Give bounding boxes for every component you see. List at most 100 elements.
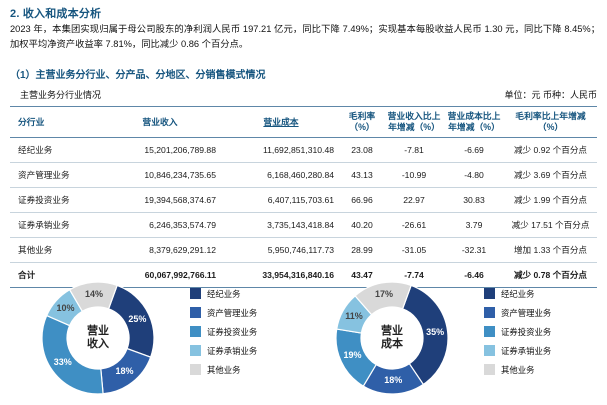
cell-cost-yoy: -6.69	[444, 137, 504, 163]
cell-cost-yoy: 3.79	[444, 212, 504, 238]
cell-gross-margin: 66.96	[340, 187, 384, 213]
legend-label: 资产管理业务	[501, 307, 552, 318]
cell-revenue: 10,846,234,735.65	[98, 162, 222, 188]
cell-revenue: 8,379,629,291.12	[98, 237, 222, 263]
col-header-margin-yoy: 毛利率比上年增减 （%）	[504, 106, 597, 138]
pie-slice	[68, 281, 118, 313]
cell-cost-yoy: -32.31	[444, 237, 504, 263]
cell-margin-yoy: 减少 0.92 个百分点	[504, 137, 597, 163]
col-header-revenue: 营业收入	[98, 106, 222, 138]
cell-industry: 经纪业务	[10, 137, 98, 163]
cell-revenue: 19,394,568,374.67	[98, 187, 222, 213]
cell-gross-margin: 43.47	[340, 262, 384, 288]
col-header-industry: 分行业	[10, 106, 98, 138]
cell-gross-margin: 28.99	[340, 237, 384, 263]
cell-cost: 3,735,143,418.84	[222, 212, 340, 238]
pie-slice-label: 18%	[384, 375, 403, 386]
revenue-cost-table: 分行业 营业收入 营业成本 毛利率 （%） 营业收入比上 年增减（%） 营业成本比上…	[10, 106, 597, 288]
legend-item: 其他业务	[190, 360, 257, 379]
cell-revenue: 15,201,206,789.88	[98, 137, 222, 163]
cell-industry: 证券投资业务	[10, 187, 98, 213]
cell-cost: 11,692,851,310.48	[222, 137, 340, 163]
legend-swatch-icon	[484, 345, 495, 356]
legend-item: 经纪业务	[484, 284, 551, 303]
cell-margin-yoy: 减少 1.99 个百分点	[504, 187, 597, 213]
page-title: 2. 收入和成本分析	[10, 8, 102, 20]
cell-industry: 其他业务	[10, 237, 98, 263]
legend-swatch-icon	[484, 326, 495, 337]
pie-slice-label: 33%	[53, 357, 72, 368]
legend-label: 证券投资业务	[207, 326, 258, 337]
legend-label: 证券承销业务	[501, 345, 552, 356]
cell-cost-yoy: 30.83	[444, 187, 504, 213]
cell-gross-margin: 23.08	[340, 137, 384, 163]
cell-margin-yoy: 减少 0.78 个百分点	[504, 262, 597, 288]
table-row: 证券承销业务 6,246,353,574.79 3,735,143,418.84…	[10, 212, 597, 238]
legend-swatch-icon	[190, 345, 201, 356]
legend-item: 证券承销业务	[190, 341, 257, 360]
cost-donut-svg	[335, 281, 449, 395]
pie-slice-label: 25%	[128, 313, 147, 324]
legend-label: 资产管理业务	[207, 307, 258, 318]
legend-swatch-icon	[190, 364, 201, 375]
cell-revenue: 60,067,992,766.11	[98, 262, 222, 288]
legend-swatch-icon	[484, 307, 495, 318]
table-row: 证券投资业务 19,394,568,374.67 6,407,115,703.6…	[10, 187, 597, 213]
cell-cost-yoy: -4.80	[444, 162, 504, 188]
legend-label: 经纪业务	[207, 288, 241, 299]
pie-slice-label: 17%	[374, 289, 393, 300]
cell-margin-yoy: 减少 17.51 个百分点	[504, 212, 597, 238]
legend-label: 其他业务	[501, 364, 535, 375]
cell-revenue-yoy: -26.61	[384, 212, 444, 238]
donut-center-line1: 营业	[87, 325, 109, 337]
legend-item: 资产管理业务	[190, 303, 257, 322]
cell-margin-yoy: 减少 3.69 个百分点	[504, 162, 597, 188]
cell-gross-margin: 40.20	[340, 212, 384, 238]
cell-cost-yoy: -6.46	[444, 262, 504, 288]
col-header-cost: 营业成本	[222, 106, 340, 138]
donut-center-line2: 成本	[381, 338, 403, 350]
legend-label: 证券承销业务	[207, 345, 258, 356]
cell-margin-yoy: 增加 1.33 个百分点	[504, 237, 597, 263]
legend-swatch-icon	[190, 288, 201, 299]
table-total-row: 合计 60,067,992,766.11 33,954,316,840.16 4…	[10, 262, 597, 288]
cell-cost: 6,168,460,280.84	[222, 162, 340, 188]
summary-paragraph: 2023 年，本集团实现归属于母公司股东的净利润人民币 197.21 亿元，同比…	[10, 24, 600, 49]
revenue-donut-svg	[41, 281, 155, 395]
legend-item: 经纪业务	[190, 284, 257, 303]
cost-donut-center-label: 营业 成本	[362, 308, 422, 368]
table-row: 经纪业务 15,201,206,789.88 11,692,851,310.48…	[10, 137, 597, 163]
cost-donut-chart: 营业 成本 35% 18% 19% 11% 17% 经纪业务 资产管理业务 证券投资业务…	[308, 276, 598, 401]
revenue-legend: 经纪业务 资产管理业务 证券投资业务 证券承销业务 其他业务	[190, 284, 257, 379]
pie-slice-label: 18%	[115, 366, 134, 377]
cell-cost: 5,950,746,117.73	[222, 237, 340, 263]
donut-center-line1: 营业	[381, 325, 403, 337]
cell-revenue-yoy: -7.81	[384, 137, 444, 163]
cell-gross-margin: 43.13	[340, 162, 384, 188]
pie-slice-label: 35%	[426, 326, 445, 337]
cost-legend: 经纪业务 资产管理业务 证券投资业务 证券承销业务 其他业务	[484, 284, 551, 379]
legend-item: 证券承销业务	[484, 341, 551, 360]
pie-slice-label: 11%	[345, 310, 363, 321]
cost-donut-wrap: 营业 成本 35% 18% 19% 11% 17%	[308, 276, 476, 400]
cell-industry: 证券承销业务	[10, 212, 98, 238]
pie-slice	[41, 314, 104, 395]
legend-item: 资产管理业务	[484, 303, 551, 322]
revenue-donut-center-label: 营业 收入	[68, 308, 128, 368]
cell-revenue: 6,246,353,574.79	[98, 212, 222, 238]
revenue-donut-wrap: 营业 收入 25% 18% 33% 10% 14%	[14, 276, 182, 400]
col-header-revenue-yoy: 营业收入比上 年增减（%）	[384, 106, 444, 138]
cell-industry: 资产管理业务	[10, 162, 98, 188]
table-header-row: 分行业 营业收入 营业成本 毛利率 （%） 营业收入比上 年增减（%） 营业成本比上…	[10, 106, 597, 138]
table-unit: 单位：元 币种：人民币	[504, 90, 597, 100]
table-row: 资产管理业务 10,846,234,735.65 6,168,460,280.8…	[10, 162, 597, 188]
col-header-gross-margin: 毛利率 （%）	[340, 106, 384, 138]
pie-slice-label: 14%	[85, 288, 104, 299]
legend-item: 证券投资业务	[190, 322, 257, 341]
pie-slice-label: 10%	[56, 303, 75, 314]
legend-item: 证券投资业务	[484, 322, 551, 341]
legend-swatch-icon	[190, 307, 201, 318]
table-row: 其他业务 8,379,629,291.12 5,950,746,117.73 2…	[10, 237, 597, 263]
table-caption: 主营业务分行业情况	[20, 90, 102, 100]
cell-cost: 33,954,316,840.16	[222, 262, 340, 288]
